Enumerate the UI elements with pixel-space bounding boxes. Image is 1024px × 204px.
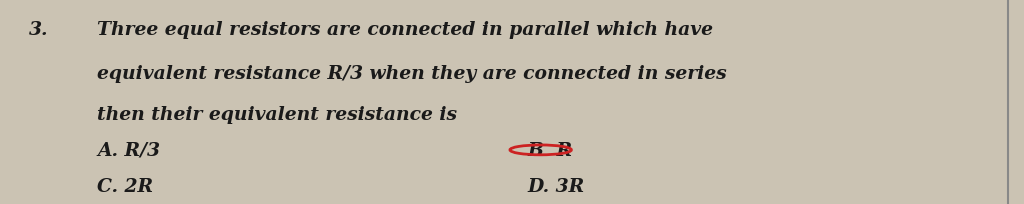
Text: Three equal resistors are connected in parallel which have: Three equal resistors are connected in p… [97, 20, 714, 38]
Text: 3.: 3. [29, 20, 48, 38]
Text: then their equivalent resistance is: then their equivalent resistance is [97, 105, 458, 123]
Text: D. 3R: D. 3R [527, 177, 585, 195]
Text: C. 2R: C. 2R [97, 177, 154, 195]
Text: B: B [527, 141, 544, 159]
Text: equivalent resistance R/3 when they are connected in series: equivalent resistance R/3 when they are … [97, 64, 727, 82]
Text: A. R/3: A. R/3 [97, 141, 161, 159]
Text: R: R [550, 141, 572, 159]
